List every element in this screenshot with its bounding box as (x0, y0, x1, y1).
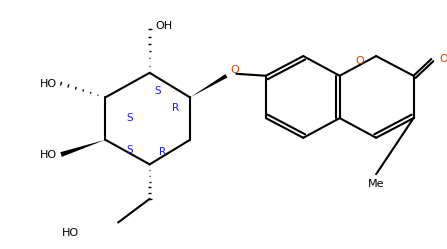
Text: OH: OH (156, 21, 173, 31)
Text: S: S (127, 113, 133, 123)
Text: HO: HO (40, 150, 57, 160)
Text: O: O (230, 65, 239, 75)
Text: S: S (127, 145, 133, 155)
Text: R: R (172, 103, 179, 113)
Text: R: R (159, 147, 166, 157)
Text: S: S (154, 85, 161, 96)
Text: O: O (355, 56, 364, 66)
Text: HO: HO (62, 228, 79, 238)
Text: O: O (439, 54, 447, 64)
Text: HO: HO (40, 79, 57, 89)
Text: Me: Me (368, 179, 384, 189)
Polygon shape (190, 74, 228, 97)
Polygon shape (60, 140, 105, 157)
